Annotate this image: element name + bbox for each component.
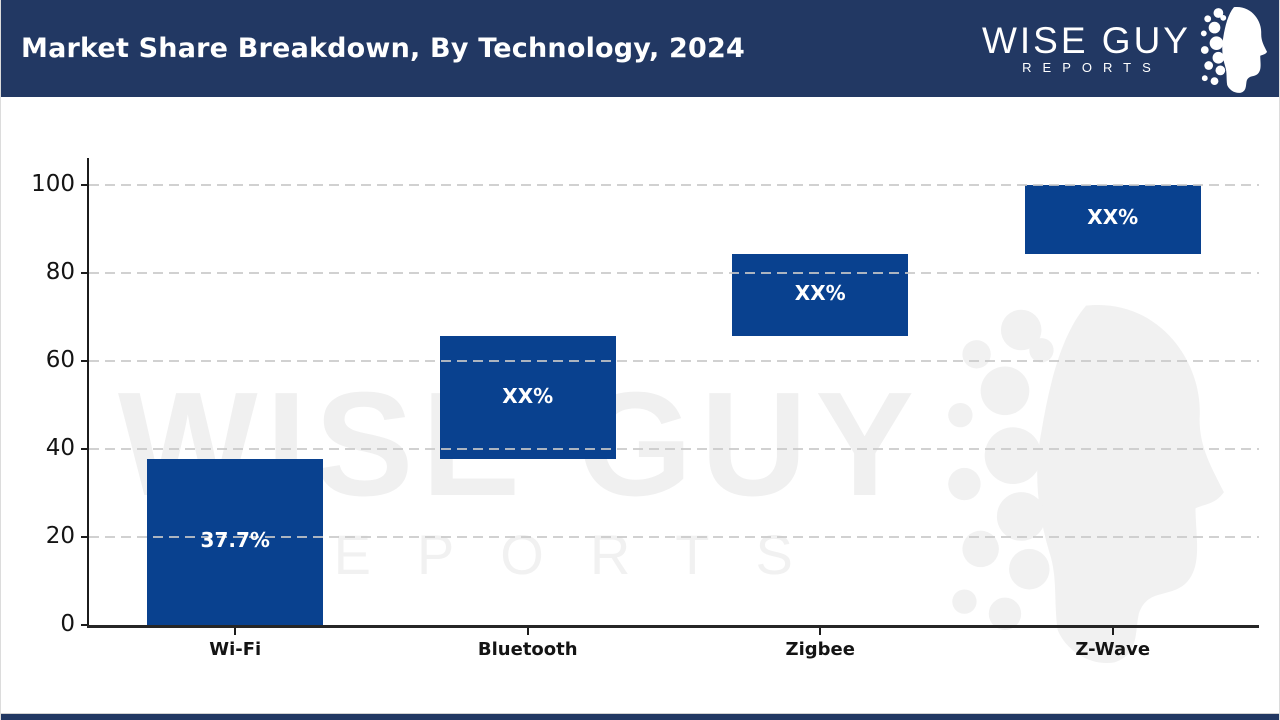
x-tick-z-wave	[1111, 627, 1114, 635]
bar-bluetooth	[439, 335, 616, 460]
gridline-40	[89, 448, 1259, 450]
x-category-label: Bluetooth	[477, 639, 578, 660]
watermark-head-icon	[948, 304, 1224, 664]
x-tick-bluetooth	[526, 627, 529, 635]
y-tick-label-60: 60	[45, 347, 75, 373]
logo-wordmark: WISE GUY REPORTS	[981, 19, 1191, 76]
x-axis-line	[87, 625, 1259, 628]
x-category-label: Z-Wave	[1075, 639, 1151, 660]
bar-value-label: XX%	[502, 383, 554, 408]
y-tick-40	[81, 448, 89, 450]
y-tick-20	[81, 536, 89, 538]
y-tick-label-0: 0	[60, 611, 75, 637]
bar-z-wave	[1024, 185, 1201, 254]
y-tick-label-100: 100	[31, 171, 75, 197]
x-category-label: Zigbee	[785, 639, 855, 660]
bar-value-label: 37.7%	[200, 528, 270, 553]
logo-head-icon	[1200, 6, 1268, 93]
bar-zigbee	[732, 253, 909, 336]
y-tick-60	[81, 360, 89, 362]
gridline-100	[89, 184, 1259, 186]
bar-value-label: XX%	[794, 280, 846, 305]
y-tick-label-20: 20	[45, 523, 75, 549]
gridline-80	[89, 272, 1259, 274]
chart-area: WISE GUY REPORTS 0 20 40 60 80 100 37.7% Wi-Fi X…	[1, 97, 1279, 714]
logo-subtitle: REPORTS	[1022, 59, 1162, 75]
footer-divider	[1, 713, 1279, 714]
y-axis-line	[87, 158, 89, 628]
footer-bar	[1, 714, 1279, 720]
bar-value-label: XX%	[1087, 205, 1139, 230]
gridline-60	[89, 360, 1259, 362]
y-tick-0	[81, 624, 89, 626]
bar-wi-fi	[147, 459, 324, 625]
y-tick-label-40: 40	[45, 435, 75, 461]
page-title: Market Share Breakdown, By Technology, 2…	[21, 33, 746, 64]
x-tick-zigbee	[819, 627, 822, 635]
header: Market Share Breakdown, By Technology, 2…	[1, 0, 1279, 97]
gridline-20	[89, 536, 1259, 538]
logo-title: WISE GUY	[981, 19, 1191, 61]
y-tick-label-80: 80	[45, 259, 75, 285]
x-category-label: Wi-Fi	[209, 639, 262, 660]
x-tick-wi-fi	[234, 627, 237, 635]
y-tick-100	[81, 184, 89, 186]
wise-guy-logo: WISE GUY REPORTS	[982, 4, 1269, 94]
y-tick-80	[81, 272, 89, 274]
